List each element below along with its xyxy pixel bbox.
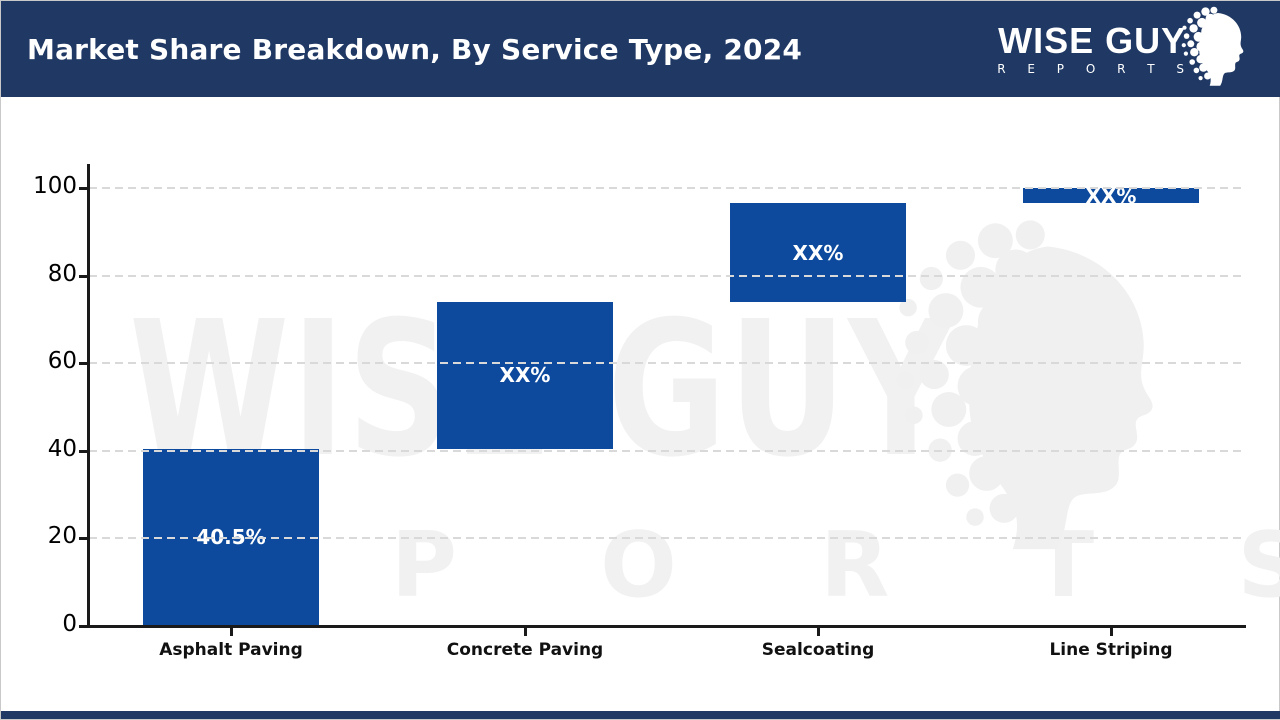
y-tick	[79, 274, 89, 278]
bar-value-label: XX%	[499, 363, 551, 388]
gridline-y20	[89, 537, 1246, 540]
gridline-y40	[89, 449, 1246, 452]
footer-bar	[1, 711, 1280, 719]
brand-logo-text: WISE GUY R E P O R T S	[991, 20, 1193, 76]
y-tick-label: 60	[47, 348, 77, 375]
x-category-label: Concrete Paving	[446, 640, 604, 660]
x-tick	[817, 627, 820, 636]
x-category-label: Asphalt Paving	[159, 640, 303, 660]
bar-concrete-paving: XX%	[437, 301, 613, 449]
gridline-y80	[89, 274, 1246, 277]
bar-value-label: 40.5%	[196, 525, 266, 550]
x-tick	[230, 627, 233, 636]
y-tick-label: 20	[47, 523, 77, 550]
watermark-text-line2: P O R T S	[391, 513, 1280, 618]
y-tick	[79, 362, 89, 366]
x-tick	[524, 627, 527, 636]
y-tick	[79, 449, 89, 453]
y-tick-label: 100	[33, 173, 77, 199]
gridline-y60	[89, 362, 1246, 365]
x-category-label: Sealcoating	[761, 640, 875, 660]
bar-value-label: XX%	[792, 240, 844, 265]
y-tick-label: 80	[47, 260, 77, 287]
y-tick	[79, 537, 89, 541]
y-axis	[87, 164, 90, 628]
brand-subtitle: R E P O R T S	[997, 62, 1193, 76]
gridline-y100	[89, 187, 1246, 189]
y-tick-label: 40	[47, 435, 77, 462]
head-profile-icon	[1181, 6, 1244, 86]
header-bar: Market Share Breakdown, By Service Type,…	[1, 1, 1280, 97]
bar-line-striping: XX%	[1023, 184, 1199, 208]
y-tick	[79, 187, 89, 190]
bar-asphalt-paving: 40.5%	[143, 448, 319, 626]
x-category-label: Line Striping	[1049, 640, 1173, 660]
x-axis	[89, 625, 1246, 628]
y-tick	[79, 625, 89, 628]
x-tick	[1110, 627, 1113, 636]
y-tick-label: 0	[62, 611, 77, 637]
brand-name: WISE GUY	[998, 20, 1187, 61]
page-title: Market Share Breakdown, By Service Type,…	[27, 32, 803, 66]
bar-sealcoating: XX%	[730, 203, 906, 302]
brand-logo: WISE GUY R E P O R T S	[991, 6, 1255, 90]
